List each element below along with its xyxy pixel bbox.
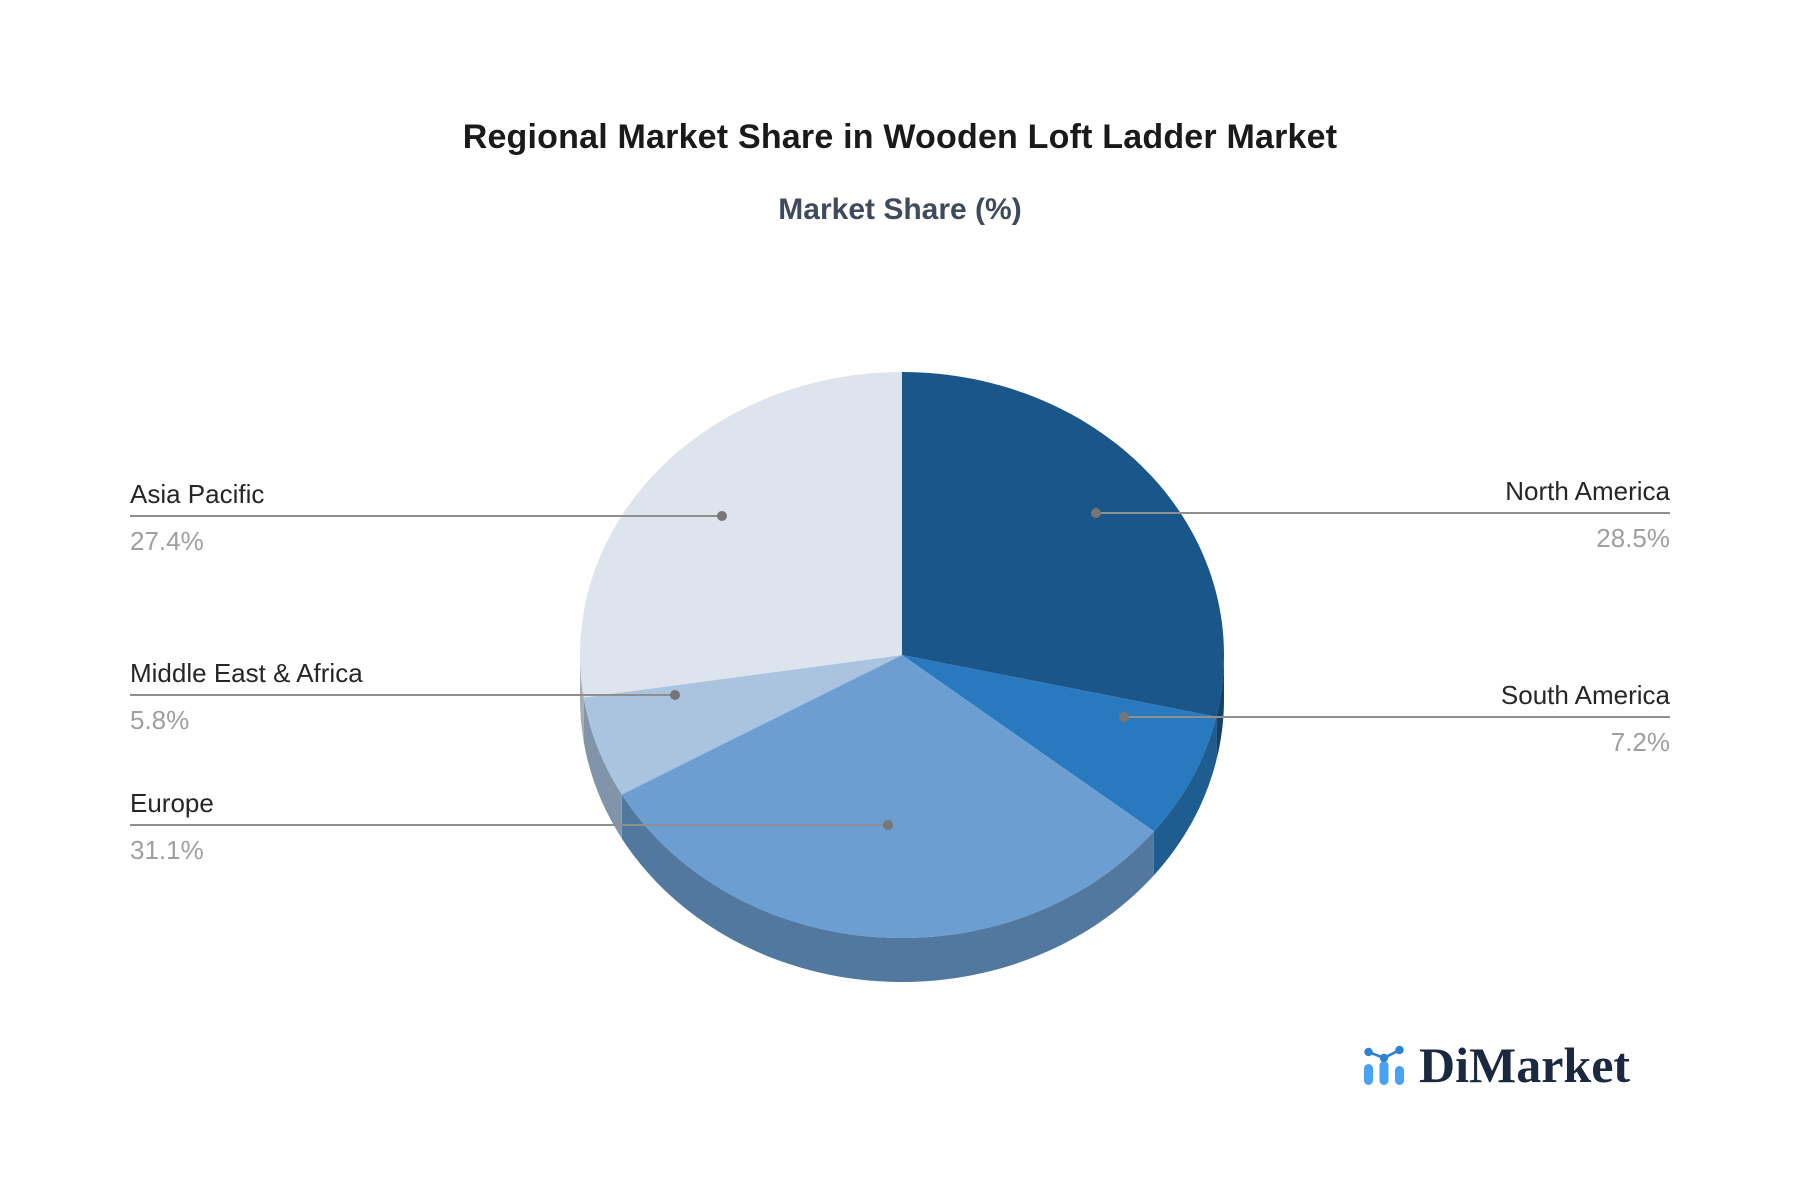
leader-dot bbox=[670, 690, 680, 700]
slice-label: Europe bbox=[130, 788, 214, 819]
slice-value: 28.5% bbox=[1596, 523, 1670, 553]
bar-chart-logo-icon bbox=[1364, 1045, 1404, 1085]
leader-dot bbox=[1091, 508, 1101, 518]
brand-logo-text: DiMarket bbox=[1419, 1037, 1631, 1093]
leader-line bbox=[130, 824, 888, 826]
chart-title: Regional Market Share in Wooden Loft Lad… bbox=[462, 118, 1338, 156]
leader-dot bbox=[883, 820, 893, 830]
pie-slice-side-asia-pacific bbox=[580, 655, 584, 742]
leader-line bbox=[130, 694, 675, 696]
pie-slice-side-europe bbox=[621, 794, 1154, 982]
slice-value: 27.4% bbox=[130, 526, 204, 556]
brand-logo: DiMarket bbox=[1360, 1040, 1630, 1090]
logo-bars bbox=[1364, 1061, 1404, 1085]
chart-subtitle: Market Share (%) bbox=[778, 193, 1022, 226]
pie-slice-side-north-america bbox=[1216, 655, 1224, 761]
slice-value: 5.8% bbox=[130, 705, 190, 735]
pie-slice-north-america bbox=[902, 372, 1224, 717]
slice-value: 7.2% bbox=[1610, 727, 1670, 757]
leader-line bbox=[130, 515, 722, 517]
slice-label: Middle East & Africa bbox=[130, 658, 363, 689]
slice-value: 31.1% bbox=[130, 835, 204, 865]
slice-label: Asia Pacific bbox=[130, 479, 265, 510]
leader-dot bbox=[717, 511, 727, 521]
pie-slice-europe bbox=[621, 655, 1154, 939]
pie-slice-south-america bbox=[902, 655, 1217, 832]
pie-slice-side-middle-east-africa bbox=[583, 697, 622, 839]
leader-line bbox=[1096, 512, 1670, 514]
logo-trendline bbox=[1364, 1045, 1404, 1063]
leader-dot bbox=[1119, 712, 1129, 722]
pie-slice-asia-pacific bbox=[580, 372, 902, 698]
leader-line bbox=[1124, 716, 1670, 718]
pie-slice-middle-east-africa bbox=[583, 655, 902, 795]
slice-label: North America bbox=[1505, 476, 1670, 507]
pie-slice-side-south-america bbox=[1153, 716, 1217, 876]
slice-label: South America bbox=[1500, 680, 1670, 711]
